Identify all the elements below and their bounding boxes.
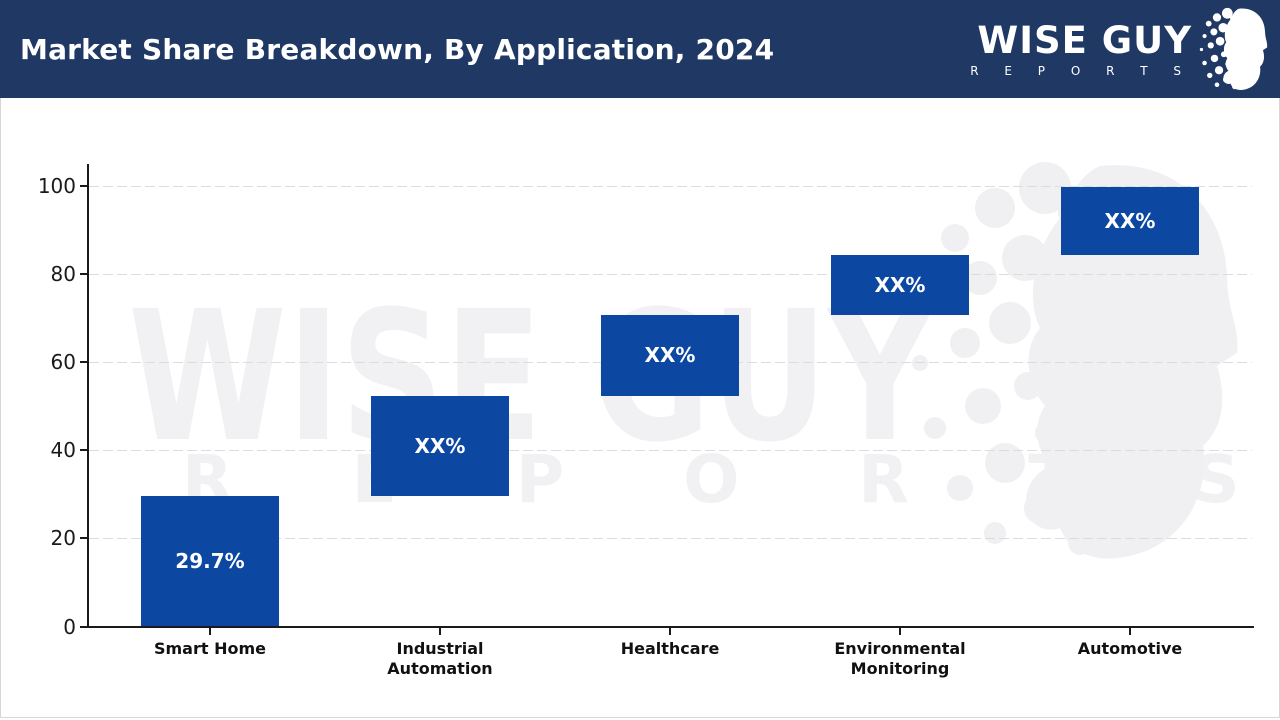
- bar-value-label-healthcare: XX%: [644, 343, 696, 368]
- x-tick-label-healthcare: Healthcare: [620, 639, 720, 658]
- bar-healthcare: XX%: [601, 314, 739, 397]
- bar-value-label-smart-home: 29.7%: [175, 549, 245, 574]
- bar-value-label-automotive: XX%: [1104, 209, 1156, 233]
- x-tick-label-industrial-automation: Industrial Automation: [387, 639, 493, 678]
- x-axis-line: [87, 626, 1254, 628]
- x-tick-environmental-monitoring: [899, 628, 901, 635]
- bar-environmental-monitoring: XX%: [831, 255, 969, 315]
- y-tick-label-20: 20: [50, 526, 76, 551]
- x-tick-smart-home: [209, 628, 211, 635]
- bar-automotive: XX%: [1061, 186, 1199, 256]
- y-tick-label-60: 60: [50, 350, 76, 375]
- brand-head-logo-icon: [1199, 7, 1268, 91]
- brand-subname: R E P O R T S: [970, 63, 1192, 78]
- bar-value-label-industrial-automation: XX%: [414, 433, 466, 458]
- chart-title: Market Share Breakdown, By Application, …: [20, 32, 775, 66]
- y-tick-60: [80, 361, 88, 364]
- gridline-y-40: [89, 449, 1252, 451]
- gridline-y-100: [89, 185, 1252, 187]
- y-tick-20: [80, 537, 88, 540]
- x-tick-healthcare: [669, 628, 671, 635]
- y-tick-label-80: 80: [50, 262, 76, 287]
- header-bar: Market Share Breakdown, By Application, …: [0, 0, 1280, 98]
- y-tick-label-40: 40: [50, 438, 76, 463]
- y-tick-100: [80, 185, 88, 187]
- y-tick-80: [80, 273, 88, 276]
- gridline-y-80: [89, 273, 1252, 275]
- y-tick-0: [80, 625, 88, 628]
- bar-industrial-automation: XX%: [371, 396, 509, 496]
- x-tick-label-environmental-monitoring: Environmental Monitoring: [834, 639, 966, 678]
- y-tick-label-100: 100: [37, 174, 76, 198]
- gridline-y-20: [89, 537, 1252, 539]
- brand-logo-text: WISE GUY R E P O R T S: [970, 22, 1192, 77]
- x-tick-automotive: [1129, 628, 1131, 635]
- y-tick-label-0: 0: [63, 614, 76, 639]
- x-tick-label-smart-home: Smart Home: [153, 639, 266, 658]
- brand-logo: WISE GUY R E P O R T S: [970, 5, 1280, 93]
- x-tick-industrial-automation: [439, 628, 441, 635]
- bar-value-label-environmental-monitoring: XX%: [874, 272, 926, 297]
- y-tick-40: [80, 449, 88, 452]
- brand-name: WISE GUY: [977, 18, 1192, 62]
- bar-smart-home: 29.7%: [141, 495, 279, 627]
- y-axis-line: [87, 164, 89, 628]
- x-tick-label-automotive: Automotive: [1077, 639, 1183, 658]
